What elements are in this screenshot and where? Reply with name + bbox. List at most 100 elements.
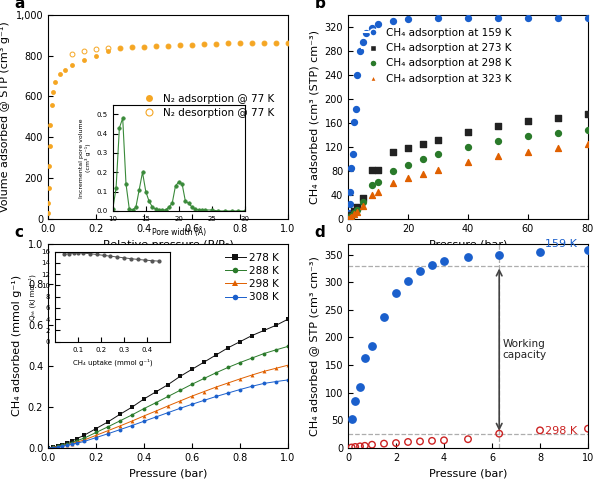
308 K: [152, 414, 160, 420]
308 K: [176, 406, 184, 412]
278 K: [128, 404, 136, 410]
Point: [373, 188, 383, 196]
Point: [439, 257, 449, 265]
Point: [493, 152, 503, 160]
Point: [360, 442, 370, 450]
X-axis label: Pressure (bar): Pressure (bar): [429, 240, 507, 249]
Point: [358, 202, 368, 210]
Point: [355, 443, 365, 450]
Point: [523, 148, 533, 156]
288 K: [73, 438, 80, 444]
278 K: [44, 445, 52, 451]
Point: [352, 206, 362, 213]
298 K: [44, 445, 52, 451]
288 K: [49, 444, 56, 450]
298 K: [49, 445, 56, 450]
298 K: [224, 380, 232, 386]
Point: [349, 207, 359, 215]
278 K: [59, 442, 66, 448]
308 K: [236, 387, 244, 393]
Point: [523, 14, 533, 21]
298 K: [272, 365, 280, 371]
Point: [352, 71, 362, 79]
298 K: [59, 443, 66, 449]
278 K: [116, 412, 124, 417]
Point: [415, 437, 425, 445]
288 K: [68, 440, 76, 446]
Point: [348, 150, 358, 158]
298 K: [73, 439, 80, 445]
Point: [583, 246, 593, 254]
Y-axis label: CH₄ adsorbed (mmol g⁻¹): CH₄ adsorbed (mmol g⁻¹): [12, 275, 22, 416]
278 K: [176, 374, 184, 379]
278 K: [92, 426, 100, 431]
288 K: [188, 381, 196, 387]
Point: [361, 29, 371, 37]
Y-axis label: CH₄ adsorbed (cm³ (STP) cm⁻³): CH₄ adsorbed (cm³ (STP) cm⁻³): [309, 30, 319, 204]
308 K: [188, 401, 196, 407]
Line: 308 K: 308 K: [46, 378, 290, 450]
Line: 288 K: 288 K: [46, 344, 290, 450]
Point: [343, 214, 353, 222]
298 K: [248, 372, 256, 378]
298 K: [140, 413, 148, 419]
Y-axis label: CH₄ adsorbed @ STP (cm³ cm⁻³): CH₄ adsorbed @ STP (cm³ cm⁻³): [309, 256, 319, 436]
Y-axis label: Volume adsorbed @ STP (cm³ g⁻¹): Volume adsorbed @ STP (cm³ g⁻¹): [0, 21, 10, 212]
278 K: [236, 339, 244, 345]
Legend: 278 K, 288 K, 298 K, 308 K: 278 K, 288 K, 298 K, 308 K: [221, 249, 283, 306]
Point: [583, 14, 593, 21]
288 K: [224, 365, 232, 371]
308 K: [272, 379, 280, 385]
Point: [388, 167, 398, 175]
298 K: [104, 428, 112, 433]
278 K: [73, 436, 80, 442]
Point: [418, 140, 428, 148]
Point: [493, 137, 503, 145]
288 K: [54, 444, 61, 450]
308 K: [80, 439, 88, 445]
Point: [349, 209, 359, 217]
Point: [433, 150, 443, 158]
308 K: [128, 423, 136, 429]
Point: [433, 136, 443, 144]
308 K: [224, 390, 232, 396]
Point: [553, 114, 563, 122]
Text: c: c: [14, 225, 23, 241]
Point: [403, 438, 413, 446]
278 K: [104, 419, 112, 425]
Point: [344, 213, 354, 221]
308 K: [68, 441, 76, 447]
Point: [358, 198, 368, 206]
Point: [360, 355, 370, 362]
288 K: [152, 400, 160, 406]
Point: [583, 140, 593, 148]
Point: [367, 441, 377, 449]
Point: [553, 129, 563, 137]
Point: [346, 164, 356, 172]
Point: [349, 210, 359, 218]
308 K: [260, 380, 268, 386]
Point: [344, 200, 354, 208]
288 K: [260, 351, 268, 356]
308 K: [73, 440, 80, 446]
Text: 159 K: 159 K: [545, 240, 577, 249]
Point: [494, 430, 504, 437]
Text: Working
capacity: Working capacity: [503, 339, 547, 360]
Point: [379, 313, 389, 321]
278 K: [140, 396, 148, 402]
Legend: CH₄ adsorption at 159 K, CH₄ adsorption at 273 K, CH₄ adsorption at 298 K, CH₄ a: CH₄ adsorption at 159 K, CH₄ adsorption …: [358, 24, 516, 88]
288 K: [272, 347, 280, 353]
298 K: [152, 408, 160, 414]
Point: [523, 132, 533, 140]
Point: [433, 166, 443, 174]
Point: [463, 128, 473, 136]
Point: [463, 158, 473, 166]
Point: [535, 248, 545, 256]
288 K: [284, 343, 292, 349]
Point: [463, 143, 473, 151]
Point: [403, 174, 413, 182]
278 K: [284, 316, 292, 322]
298 K: [68, 441, 76, 447]
Line: 278 K: 278 K: [46, 317, 290, 450]
308 K: [212, 393, 220, 399]
